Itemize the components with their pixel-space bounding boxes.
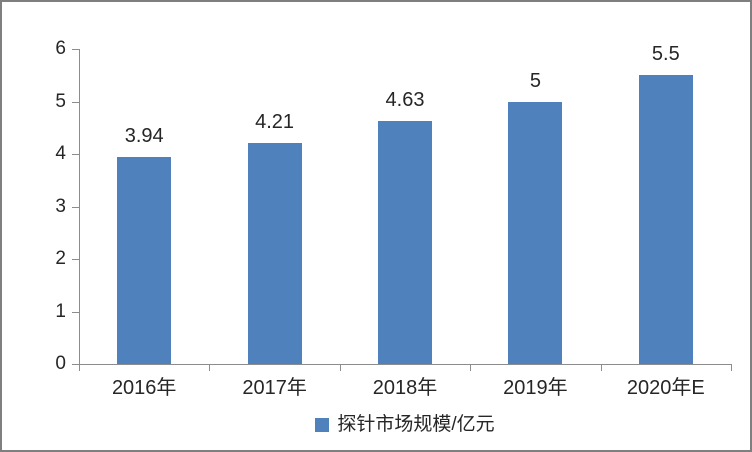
y-axis-tick-label: 6 (55, 38, 66, 59)
x-axis-label: 2018年 (372, 377, 438, 399)
x-axis-label: 2019年 (503, 377, 568, 399)
legend-label: 探针市场规模/亿元 (337, 414, 495, 435)
x-axis-tick (209, 365, 211, 371)
bar-value-label: 5.5 (651, 43, 680, 66)
y-axis-tick (72, 259, 79, 260)
x-axis-label: 2016年 (111, 377, 177, 399)
bar-value-label: 3.94 (124, 125, 164, 148)
y-axis-tick-label: 0 (55, 353, 66, 374)
bar-value-label: 5 (529, 69, 541, 92)
y-axis-tick-label: 5 (55, 90, 66, 112)
bar-2017年 (247, 142, 302, 364)
y-axis-tick (72, 101, 79, 103)
bar-2020年E (638, 75, 693, 364)
y-axis-tick-label: 2 (55, 248, 66, 269)
x-axis-tick (470, 365, 472, 371)
bar-value-label: 4.63 (385, 88, 425, 111)
x-axis-label: 2020年E (626, 377, 705, 399)
y-axis-tick (72, 364, 79, 365)
y-axis-tick-label: 3 (55, 195, 66, 217)
x-axis-line (79, 364, 732, 365)
legend: 探针市场规模/亿元 (79, 414, 731, 436)
y-axis-tick (72, 311, 79, 313)
x-axis-tick (339, 365, 341, 371)
y-axis-tick (72, 154, 79, 155)
y-axis-tick (72, 49, 79, 50)
y-axis-tick-label: 4 (55, 143, 66, 164)
x-axis-tick (731, 365, 732, 371)
bar-value-label: 4.21 (255, 110, 295, 133)
bar-2019年 (508, 101, 563, 364)
x-axis-tick (79, 365, 80, 371)
legend-marker (315, 418, 330, 432)
x-axis-tick (600, 365, 602, 371)
x-axis-label: 2017年 (242, 377, 307, 399)
bar-2018年 (378, 120, 432, 364)
y-axis-tick (72, 206, 79, 208)
bar-2016年 (117, 157, 172, 364)
y-axis-line (79, 49, 80, 370)
y-axis-tick-label: 1 (55, 300, 66, 322)
